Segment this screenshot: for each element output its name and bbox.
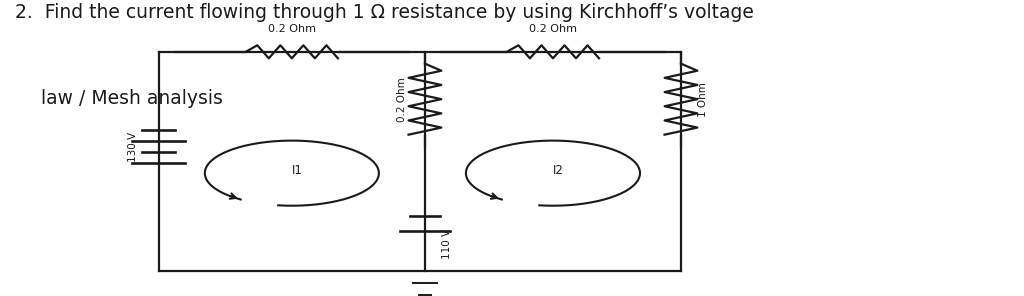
Text: 110 V: 110 V bbox=[442, 229, 453, 259]
Text: 0.2 Ohm: 0.2 Ohm bbox=[397, 77, 408, 122]
Text: 2.  Find the current flowing through 1 Ω resistance by using Kirchhoff’s voltage: 2. Find the current flowing through 1 Ω … bbox=[15, 3, 755, 22]
Text: 0.2 Ohm: 0.2 Ohm bbox=[268, 24, 315, 34]
Text: I1: I1 bbox=[292, 164, 302, 177]
Text: law / Mesh analysis: law / Mesh analysis bbox=[41, 89, 223, 108]
Text: 0.2 Ohm: 0.2 Ohm bbox=[529, 24, 577, 34]
Text: I2: I2 bbox=[553, 164, 563, 177]
Text: 130 V: 130 V bbox=[128, 131, 138, 162]
Text: 1 Ohm: 1 Ohm bbox=[698, 82, 709, 117]
